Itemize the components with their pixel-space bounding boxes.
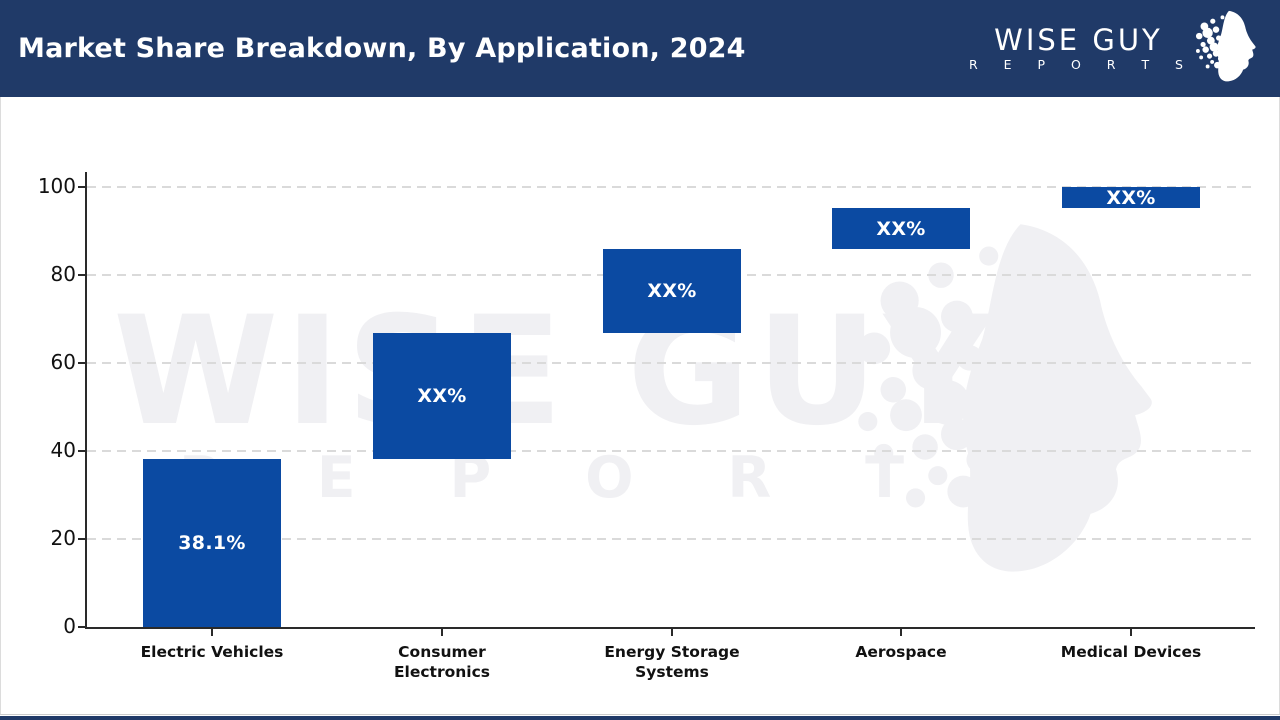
x-tick	[1130, 629, 1132, 636]
bar-segment: XX%	[832, 208, 970, 250]
watermark-head-icon	[858, 224, 1152, 572]
y-tick-label: 20	[50, 526, 76, 550]
x-tick	[671, 629, 673, 636]
bar-value-label: XX%	[876, 217, 926, 240]
y-tick-label: 0	[63, 614, 76, 638]
logo-text: WISE GUY R E P O R T S	[963, 22, 1194, 73]
y-tick-label: 100	[37, 174, 76, 198]
bar-value-label: XX%	[647, 280, 697, 303]
y-axis-line	[85, 172, 87, 629]
bar-value-label: 38.1%	[178, 532, 246, 555]
x-category-label: Energy Storage Systems	[604, 643, 740, 682]
y-tick	[78, 450, 85, 452]
chart-area: WISE GUY R E P O R T S 0 20 40 60 80 100 38.1%…	[0, 97, 1280, 715]
logo-wordmark: WISE GUY	[994, 22, 1163, 57]
bar-segment: XX%	[373, 333, 511, 460]
x-axis-line	[85, 627, 1255, 629]
logo-subtitle: R E P O R T S	[968, 57, 1194, 73]
bar-segment: XX%	[603, 249, 741, 334]
gridline	[87, 362, 1255, 364]
bar-value-label: XX%	[1106, 186, 1156, 209]
x-tick	[900, 629, 902, 636]
x-category-label: Electric Vehicles	[140, 643, 284, 661]
footer-divider	[0, 714, 1280, 715]
gridline	[87, 186, 1255, 188]
y-tick	[78, 538, 85, 540]
bar-segment: XX%	[1062, 186, 1200, 209]
wise-guy-reports-logo: WISE GUY R E P O R T S	[963, 7, 1280, 91]
x-category-label: Consumer Electronics	[393, 643, 491, 682]
y-tick-label: 60	[50, 350, 76, 374]
bar-segment: 38.1%	[143, 459, 281, 627]
x-category-label: Medical Devices	[1060, 643, 1202, 661]
x-tick	[441, 629, 443, 636]
gridline	[87, 538, 1255, 540]
header-bar: Market Share Breakdown, By Application, …	[0, 0, 1280, 97]
y-tick-label: 80	[50, 262, 76, 286]
watermark-text-line1: WISE GUY	[113, 285, 999, 459]
y-tick	[78, 274, 85, 276]
y-tick-label: 40	[50, 438, 76, 462]
gridline	[87, 450, 1255, 452]
page-title: Market Share Breakdown, By Application, …	[18, 33, 746, 64]
x-category-label: Aerospace	[855, 643, 947, 661]
y-tick	[78, 626, 85, 628]
x-tick	[211, 629, 213, 636]
logo-head-icon	[1195, 10, 1256, 81]
y-tick	[78, 186, 85, 188]
watermark-text-line2: R E P O R T S	[179, 445, 1076, 511]
bar-value-label: XX%	[417, 385, 467, 408]
footer-accent-bar	[0, 716, 1280, 720]
y-tick	[78, 362, 85, 364]
